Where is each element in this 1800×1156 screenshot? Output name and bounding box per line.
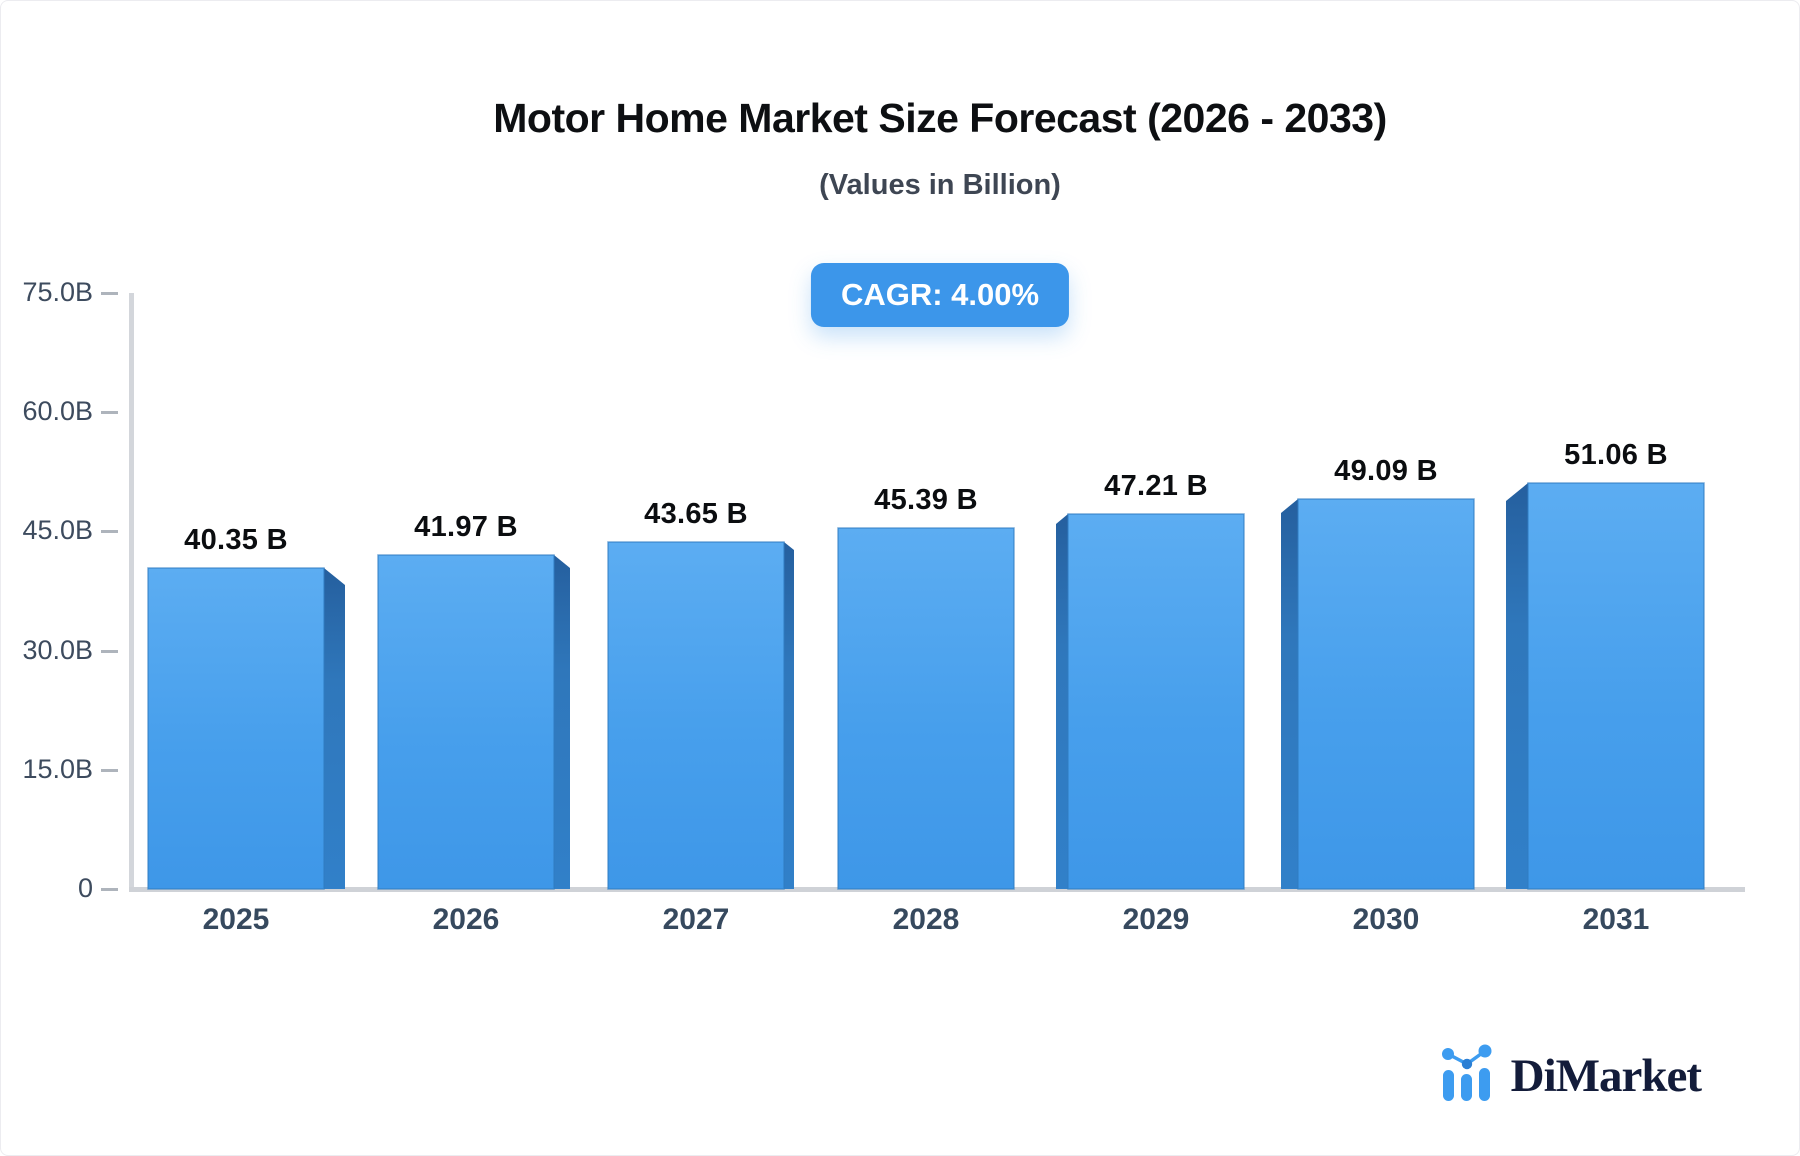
bar-2026[interactable] (377, 554, 571, 890)
bar-value-label-2025: 40.35 B (184, 524, 288, 556)
y-axis-tick (101, 768, 118, 772)
bar-value-label-2031: 51.06 B (1564, 439, 1668, 471)
y-axis-tick (101, 888, 118, 891)
x-axis-label-2027: 2027 (662, 903, 730, 936)
bar-value-label-2027: 43.65 B (644, 498, 748, 530)
y-axis-label-45.0B: 45.0B (22, 515, 93, 546)
brand-footer: DiMarket (1441, 1043, 1702, 1108)
bar-value-label-2028: 45.39 B (874, 484, 978, 516)
y-axis-label-75.0B: 75.0B (22, 276, 93, 307)
x-axis-label-2025: 2025 (202, 903, 270, 936)
bar-value-label-2029: 47.21 B (1104, 470, 1208, 502)
y-axis-tick (101, 291, 118, 295)
y-axis-tick (101, 530, 118, 534)
bar-2031[interactable] (1505, 482, 1705, 890)
y-axis-tick (101, 411, 118, 414)
mini-bar-chart-logo-icon (1441, 1043, 1497, 1108)
bar-2030[interactable] (1280, 498, 1475, 890)
bar-2028[interactable] (837, 527, 1015, 890)
y-axis-label-60.0B: 60.0B (22, 396, 93, 426)
bar-value-label-2030: 49.09 B (1334, 455, 1438, 487)
y-axis-label-15.0B: 15.0B (22, 753, 93, 784)
x-axis-label-2031: 2031 (1582, 903, 1650, 936)
chart-title: Motor Home Market Size Forecast (2026 - … (493, 95, 1387, 141)
y-axis-tick (101, 649, 118, 653)
x-axis-label-2030: 2030 (1352, 903, 1420, 936)
bar-2029[interactable] (1055, 513, 1245, 890)
bar-2025[interactable] (147, 567, 346, 890)
x-axis-label-2029: 2029 (1122, 903, 1190, 936)
y-axis-label-0: 0 (77, 873, 93, 903)
chart-subtitle: (Values in Billion) (819, 169, 1061, 201)
x-axis-label-2028: 2028 (892, 903, 960, 936)
cagr-badge: CAGR: 4.00% (810, 263, 1070, 327)
x-axis-label-2026: 2026 (432, 903, 500, 936)
y-axis-line (129, 293, 134, 889)
y-axis-label-30.0B: 30.0B (22, 634, 93, 665)
brand-name: DiMarket (1510, 1049, 1702, 1102)
bar-value-label-2026: 41.97 B (414, 511, 518, 543)
bar-2027[interactable] (607, 541, 795, 890)
